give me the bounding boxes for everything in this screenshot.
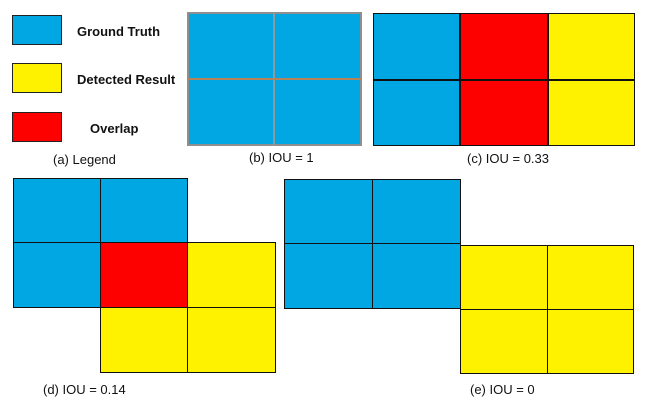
- detected-cell: [547, 13, 635, 80]
- gt-cell: [13, 242, 101, 308]
- legend-label-overlap: Overlap: [90, 121, 139, 136]
- overlap-cell: [460, 79, 548, 146]
- gt-cell: [100, 178, 188, 243]
- detected-cell: [187, 242, 276, 308]
- panel-iou-014: (d) IOU = 0.14: [13, 178, 276, 400]
- legend-swatch-overlap: [12, 112, 62, 142]
- overlap-cell: [100, 242, 188, 308]
- gt-cell: [372, 243, 461, 309]
- exact-overlap-hline: [188, 78, 361, 80]
- detected-cell: [547, 79, 635, 146]
- legend-label-ground-truth: Ground Truth: [77, 24, 161, 39]
- panel-d-caption: (d) IOU = 0.14: [43, 382, 126, 397]
- panel-iou-0: (e) IOU = 0: [284, 179, 634, 400]
- legend-swatch-ground-truth: [12, 15, 62, 45]
- detected-cell: [100, 307, 188, 373]
- gt-cell: [284, 179, 373, 244]
- legend-panel: Ground Truth Detected Result Overlap (a)…: [0, 0, 180, 170]
- panel-iou-1: (b) IOU = 1: [180, 0, 370, 170]
- gt-cell: [373, 79, 461, 146]
- panel-iou-033: (c) IOU = 0.33: [370, 0, 646, 170]
- gt-cell: [373, 13, 461, 80]
- detected-cell: [187, 307, 276, 373]
- gt-cell: [372, 179, 461, 244]
- panel-c-caption: (c) IOU = 0.33: [467, 151, 549, 166]
- detected-cell: [547, 245, 634, 310]
- detected-cell: [460, 309, 548, 374]
- legend-caption: (a) Legend: [53, 152, 116, 167]
- panel-e-caption: (e) IOU = 0: [470, 382, 535, 397]
- panel-b-caption: (b) IOU = 1: [249, 150, 314, 165]
- gt-cell: [13, 178, 101, 243]
- legend-label-detected-result: Detected Result: [77, 72, 176, 87]
- overlap-cell: [460, 13, 548, 80]
- gt-cell: [284, 243, 373, 309]
- legend-swatch-detected-result: [12, 63, 62, 93]
- detected-cell: [460, 245, 548, 310]
- partial-overlap-grid: [373, 13, 635, 146]
- detected-cell: [547, 309, 634, 374]
